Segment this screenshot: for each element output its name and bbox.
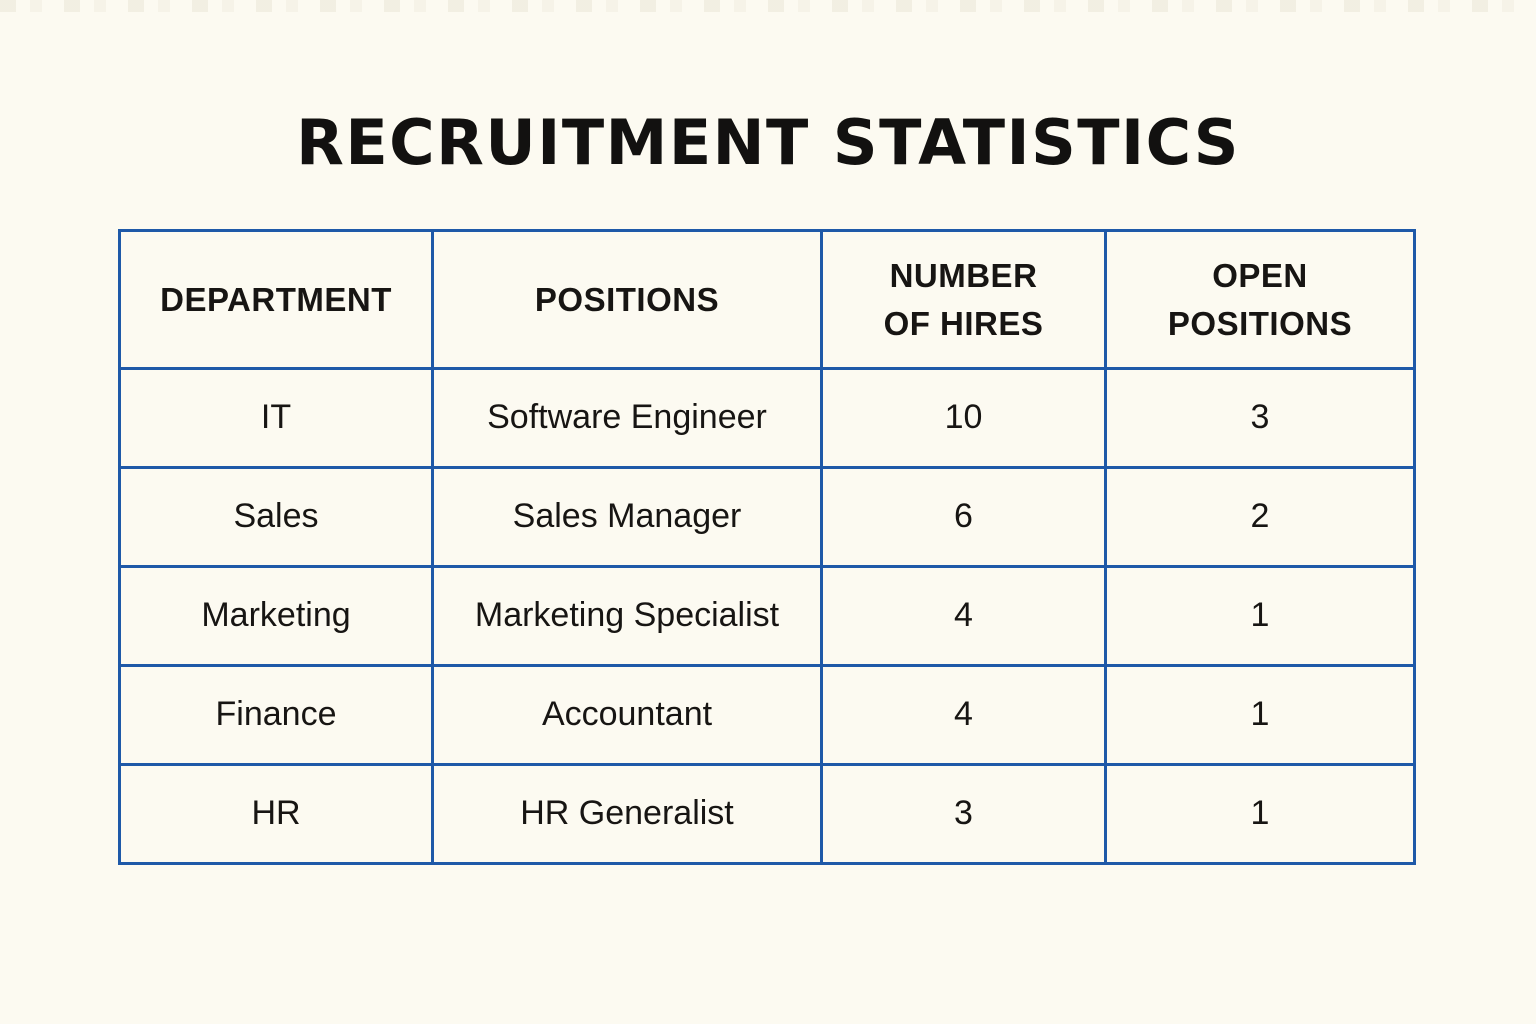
cell-open: 1 <box>1107 667 1413 763</box>
cell-department: Marketing <box>121 568 431 664</box>
cell-hires: 6 <box>823 469 1104 565</box>
cell-open: 3 <box>1107 370 1413 466</box>
header-line: DEPARTMENT <box>160 280 392 318</box>
cell-department: HR <box>121 766 431 862</box>
cell-open: 1 <box>1107 766 1413 862</box>
column-header-department: DEPARTMENT <box>121 232 431 367</box>
header-line: OF HIRES <box>883 304 1044 342</box>
cell-position: HR Generalist <box>434 766 820 862</box>
cell-department: Sales <box>121 469 431 565</box>
recruitment-table: DEPARTMENT POSITIONS NUMBER OF HIRES OPE… <box>118 229 1416 865</box>
column-header-open-positions: OPEN POSITIONS <box>1107 232 1413 367</box>
cell-position: Accountant <box>434 667 820 763</box>
cell-position: Sales Manager <box>434 469 820 565</box>
cell-hires: 10 <box>823 370 1104 466</box>
page-title: RECRUITMENT STATISTICS <box>296 106 1240 179</box>
header-line: POSITIONS <box>534 280 720 318</box>
header-line: OPEN <box>1212 256 1308 294</box>
cell-position: Marketing Specialist <box>434 568 820 664</box>
cell-department: Finance <box>121 667 431 763</box>
cell-hires: 4 <box>823 667 1104 763</box>
cell-open: 2 <box>1107 469 1413 565</box>
cell-open: 1 <box>1107 568 1413 664</box>
column-header-number-of-hires: NUMBER OF HIRES <box>823 232 1104 367</box>
cell-hires: 3 <box>823 766 1104 862</box>
header-line: POSITIONS <box>1167 304 1353 342</box>
header-line: NUMBER <box>889 256 1038 294</box>
cell-position: Software Engineer <box>434 370 820 466</box>
column-header-positions: POSITIONS <box>434 232 820 367</box>
cell-hires: 4 <box>823 568 1104 664</box>
top-edge-artifact <box>0 0 1536 12</box>
cell-department: IT <box>121 370 431 466</box>
